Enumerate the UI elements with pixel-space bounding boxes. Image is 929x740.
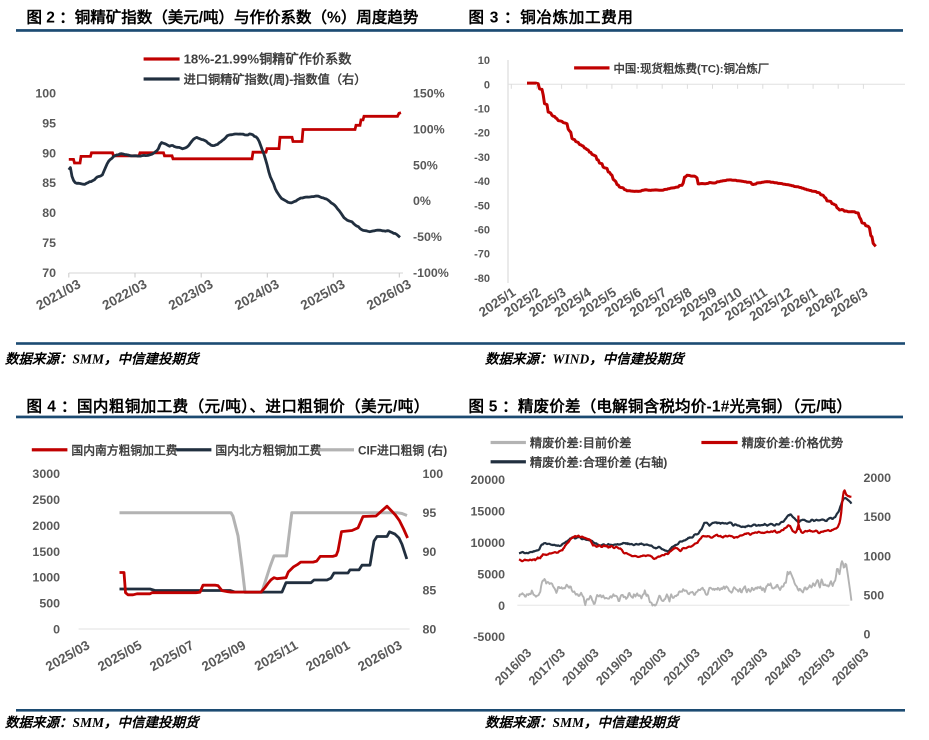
svg-text:95: 95 [42,116,56,130]
svg-text:数据来源：WIND，中信建投期货: 数据来源：WIND，中信建投期货 [485,352,686,367]
svg-text:1000: 1000 [864,549,892,563]
svg-text:精废价差:价格优势: 精废价差:价格优势 [742,435,844,450]
svg-text:95: 95 [423,506,437,520]
svg-text:100: 100 [423,467,444,481]
svg-text:90: 90 [423,545,437,559]
svg-text:3000: 3000 [32,467,60,481]
svg-text:500: 500 [864,588,885,602]
svg-text:85: 85 [423,584,437,598]
svg-text:100%: 100% [413,122,445,136]
svg-text:0: 0 [498,599,505,613]
svg-text:10: 10 [478,55,490,67]
svg-text:20000: 20000 [471,473,506,487]
svg-text:-70: -70 [474,249,490,261]
svg-text:数据来源：SMM，中信建投期货: 数据来源：SMM，中信建投期货 [485,715,681,730]
svg-text:-100%: -100% [413,266,449,280]
svg-text:80: 80 [423,623,437,637]
svg-text:中国:现货粗炼费(TC):铜冶炼厂: 中国:现货粗炼费(TC):铜冶炼厂 [614,61,770,75]
svg-text:-80: -80 [474,273,490,285]
svg-text:50%: 50% [413,158,438,172]
svg-text:90: 90 [42,146,56,160]
svg-text:500: 500 [39,597,60,611]
svg-text:150%: 150% [413,86,445,100]
svg-text:2500: 2500 [32,493,60,507]
svg-text:数据来源：SMM，中信建投期货: 数据来源：SMM，中信建投期货 [5,715,201,730]
svg-text:-60: -60 [474,225,490,237]
svg-text:0%: 0% [413,194,431,208]
svg-text:5000: 5000 [477,567,505,581]
svg-text:图 3 ：铜冶炼加工费用: 图 3 ：铜冶炼加工费用 [469,8,634,27]
svg-text:-10: -10 [474,104,490,116]
svg-text:75: 75 [42,236,56,250]
svg-text:-30: -30 [474,152,490,164]
svg-text:国内北方粗铜加工费: 国内北方粗铜加工费 [215,443,321,457]
svg-text:100: 100 [35,87,56,101]
svg-text:CIF进口粗铜 (右): CIF进口粗铜 (右) [358,443,447,457]
svg-text:精废价差:目前价差: 精废价差:目前价差 [530,435,632,450]
svg-text:10000: 10000 [471,536,506,550]
svg-text:-50%: -50% [413,230,442,244]
svg-text:1000: 1000 [32,571,60,585]
svg-text:2000: 2000 [32,519,60,533]
svg-text:-40: -40 [474,176,490,188]
svg-text:国内南方粗铜加工费: 国内南方粗铜加工费 [71,443,177,457]
svg-text:图 4 ：国内粗铜加工费（元/吨）、进口粗铜价（美元/吨）: 图 4 ：国内粗铜加工费（元/吨）、进口粗铜价（美元/吨） [27,397,430,416]
svg-text:进口铜精矿指数(周)-指数值（右）: 进口铜精矿指数(周)-指数值（右） [184,72,367,87]
svg-text:0: 0 [53,623,60,637]
svg-text:85: 85 [42,176,56,190]
svg-text:1500: 1500 [864,510,892,524]
svg-text:图 2 ：铜精矿指数（美元/吨）与作价系数（%）周度趋势: 图 2 ：铜精矿指数（美元/吨）与作价系数（%）周度趋势 [27,8,419,27]
svg-text:18%-21.99%铜精矿作价系数: 18%-21.99%铜精矿作价系数 [184,51,353,67]
svg-text:15000: 15000 [471,504,506,518]
svg-text:数据来源：SMM，中信建投期货: 数据来源：SMM，中信建投期货 [5,352,201,367]
svg-text:图 5 ：精废价差（电解铜含税均价-1#光亮铜）（元/吨）: 图 5 ：精废价差（电解铜含税均价-1#光亮铜）（元/吨） [469,397,853,416]
svg-text:-50: -50 [474,200,490,212]
svg-text:70: 70 [42,266,56,280]
svg-text:0: 0 [484,79,490,91]
svg-text:1500: 1500 [32,545,60,559]
svg-text:2000: 2000 [864,471,892,485]
svg-text:-5000: -5000 [473,630,505,644]
svg-text:精废价差:合理价差 (右轴): 精废价差:合理价差 (右轴) [530,454,667,469]
svg-text:80: 80 [42,206,56,220]
svg-text:0: 0 [864,628,871,642]
svg-text:-20: -20 [474,128,490,140]
